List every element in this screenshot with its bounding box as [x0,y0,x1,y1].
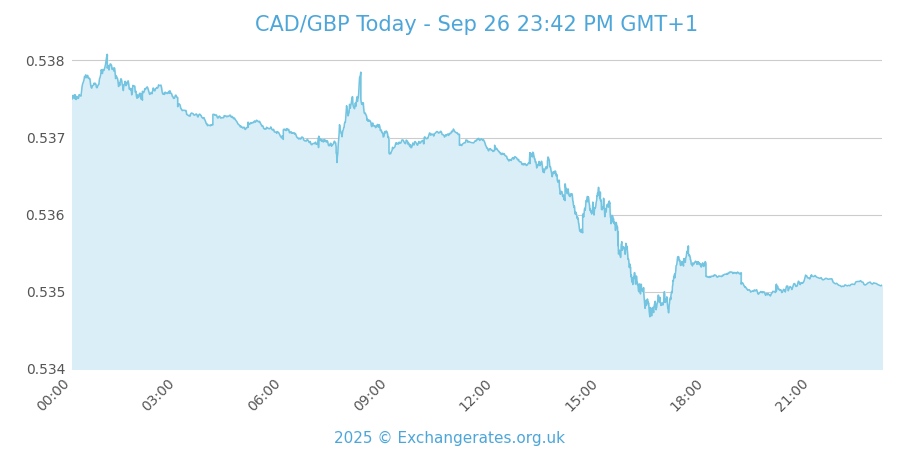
Title: CAD/GBP Today - Sep 26 23:42 PM GMT+1: CAD/GBP Today - Sep 26 23:42 PM GMT+1 [256,15,698,35]
Text: 2025 © Exchangerates.org.uk: 2025 © Exchangerates.org.uk [335,431,565,446]
